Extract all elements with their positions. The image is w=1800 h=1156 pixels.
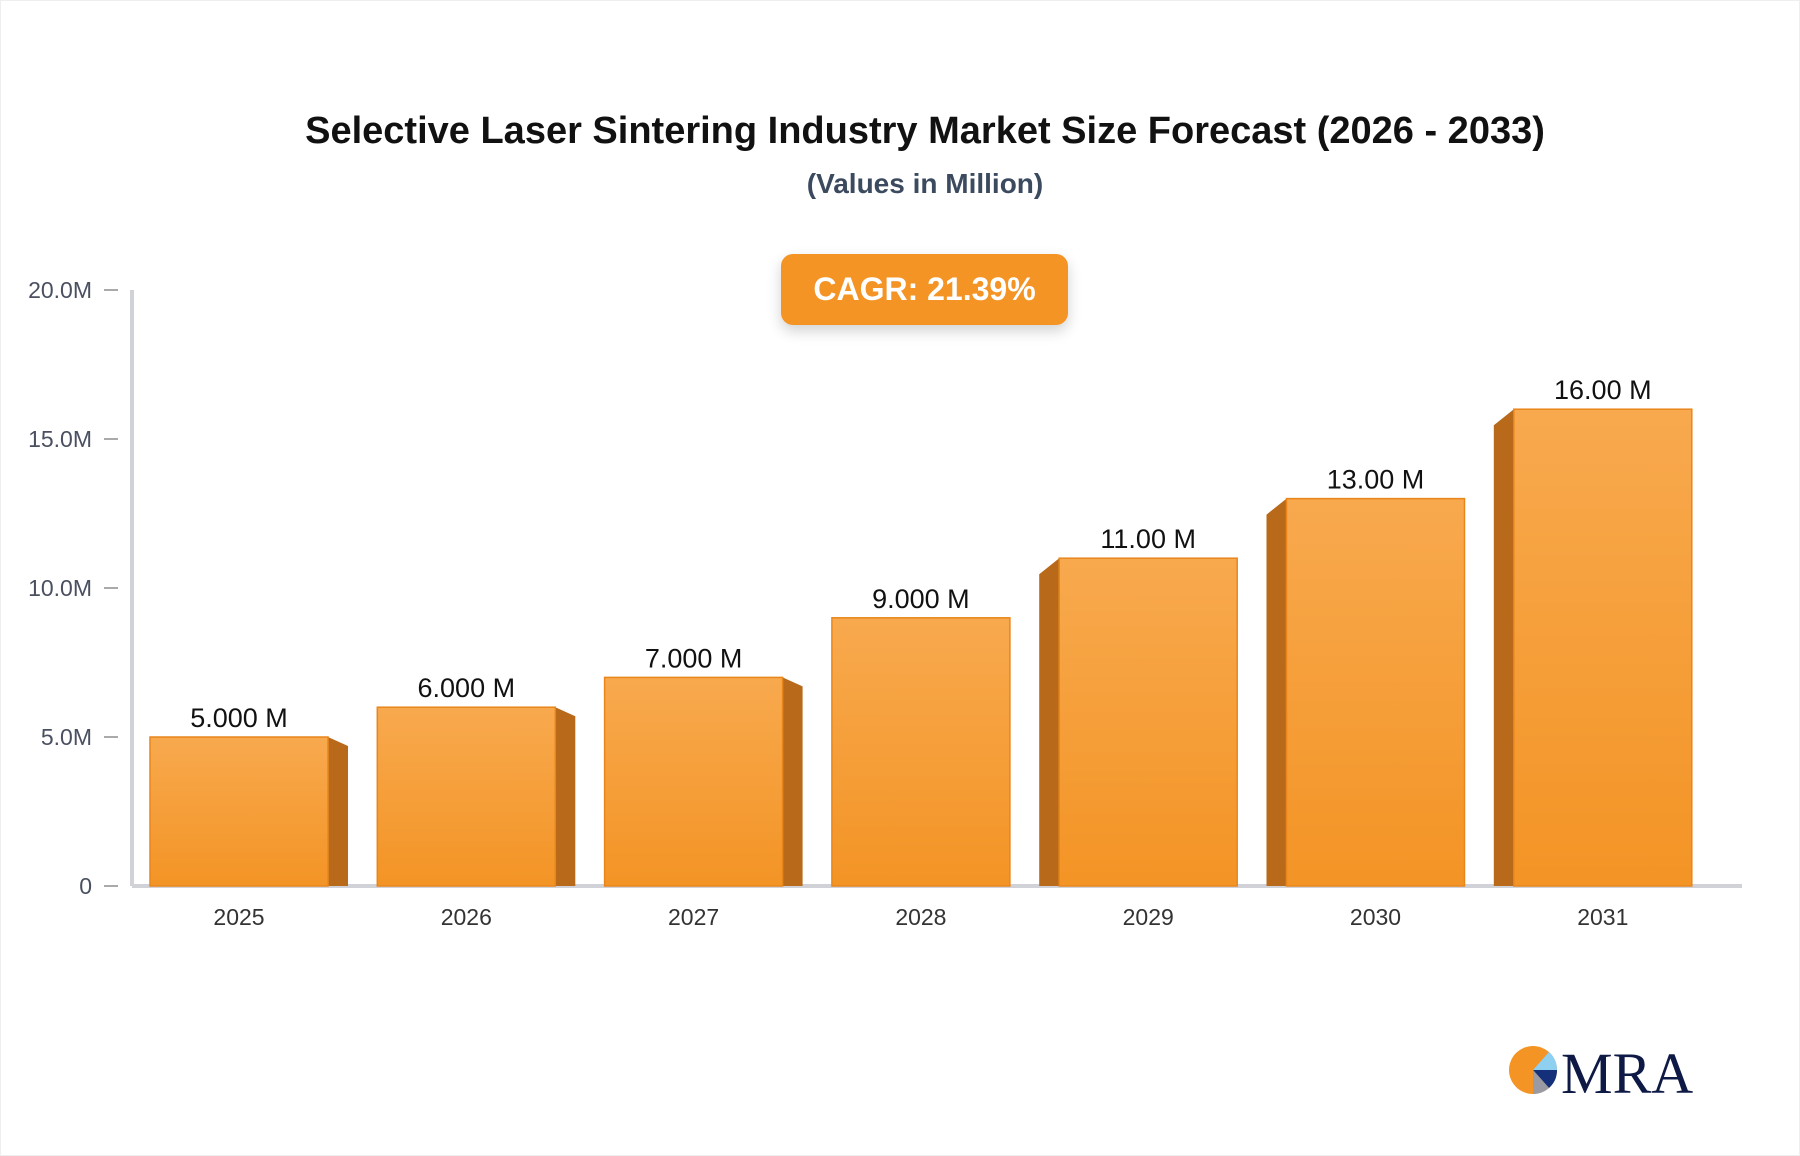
bar-side-face [555,707,576,886]
bar-side-face [1493,409,1514,886]
bar [1058,557,1238,887]
y-tick-label: 5.0M [41,724,92,750]
data-label: 6.000 M [418,673,516,703]
mra-logo: MRA [1509,1041,1693,1100]
cagr-badge: CAGR: 21.39% [781,254,1068,325]
svg-text:MRA: MRA [1561,1041,1693,1100]
x-tick-label: 2030 [1350,904,1401,930]
bar-side-face [1039,558,1060,886]
y-tick-label: 0 [79,873,92,899]
data-label: 13.00 M [1327,465,1425,495]
y-tick-label: 20.0M [28,277,92,303]
bar [1513,408,1693,887]
data-label: 16.00 M [1554,375,1652,405]
data-label: 7.000 M [645,643,743,673]
bar [831,617,1011,887]
y-tick-label: 15.0M [28,426,92,452]
y-tick-label: 10.0M [28,575,92,601]
data-label: 5.000 M [190,703,288,733]
bar-side-face [328,737,348,886]
x-tick-label: 2028 [895,904,946,930]
bar [149,736,329,887]
x-tick-label: 2027 [668,904,719,930]
bar [376,706,557,887]
x-tick-label: 2026 [441,904,492,930]
bar [1285,497,1466,887]
x-tick-label: 2031 [1577,904,1628,930]
bar-side-face [1266,498,1287,886]
data-label: 11.00 M [1100,524,1196,554]
x-tick-label: 2025 [213,904,264,930]
chart-subtitle: (Values in Million) [806,168,1044,199]
bar-side-face [782,677,803,886]
chart-title: Selective Laser Sintering Industry Marke… [305,110,1545,152]
bar [603,676,784,887]
x-tick-label: 2029 [1123,904,1174,930]
data-label: 9.000 M [872,584,970,614]
